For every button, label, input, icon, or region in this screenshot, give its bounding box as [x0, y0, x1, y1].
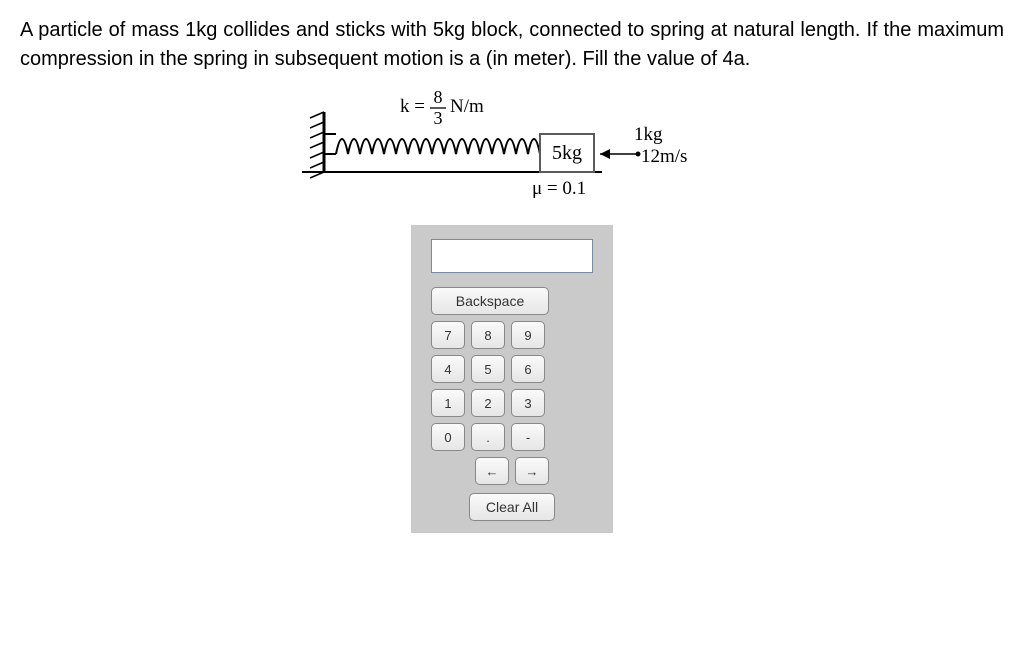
key-7[interactable]: 7: [431, 321, 465, 349]
numeric-keypad: Backspace 7 8 9 4 5 6 1 2 3 0 . - ← → Cl…: [411, 225, 613, 533]
backspace-button[interactable]: Backspace: [431, 287, 549, 315]
key-5[interactable]: 5: [471, 355, 505, 383]
right-arrow-button[interactable]: →: [515, 457, 549, 485]
question-text: A particle of mass 1kg collides and stic…: [20, 16, 1004, 74]
key-2[interactable]: 2: [471, 389, 505, 417]
key-8[interactable]: 8: [471, 321, 505, 349]
particle-mass-label: 1kg: [634, 124, 663, 145]
answer-input[interactable]: [431, 239, 593, 273]
k-prefix: k =: [400, 96, 425, 117]
physics-diagram: 5kg k = 8 3 N/m 1kg 12m/s μ = 0.1: [302, 82, 722, 202]
left-arrow-button[interactable]: ←: [475, 457, 509, 485]
k-denominator: 3: [434, 108, 443, 128]
mu-label: μ = 0.1: [532, 178, 586, 199]
diagram-container: 5kg k = 8 3 N/m 1kg 12m/s μ = 0.1: [20, 82, 1004, 207]
block-mass-label: 5kg: [552, 142, 582, 164]
particle-velocity-label: 12m/s: [641, 146, 687, 167]
k-numerator: 8: [434, 87, 443, 107]
key-4[interactable]: 4: [431, 355, 465, 383]
k-unit: N/m: [450, 96, 484, 117]
key-9[interactable]: 9: [511, 321, 545, 349]
key-0[interactable]: 0: [431, 423, 465, 451]
key-minus[interactable]: -: [511, 423, 545, 451]
clear-all-button[interactable]: Clear All: [469, 493, 555, 521]
key-dot[interactable]: .: [471, 423, 505, 451]
key-3[interactable]: 3: [511, 389, 545, 417]
key-1[interactable]: 1: [431, 389, 465, 417]
key-6[interactable]: 6: [511, 355, 545, 383]
